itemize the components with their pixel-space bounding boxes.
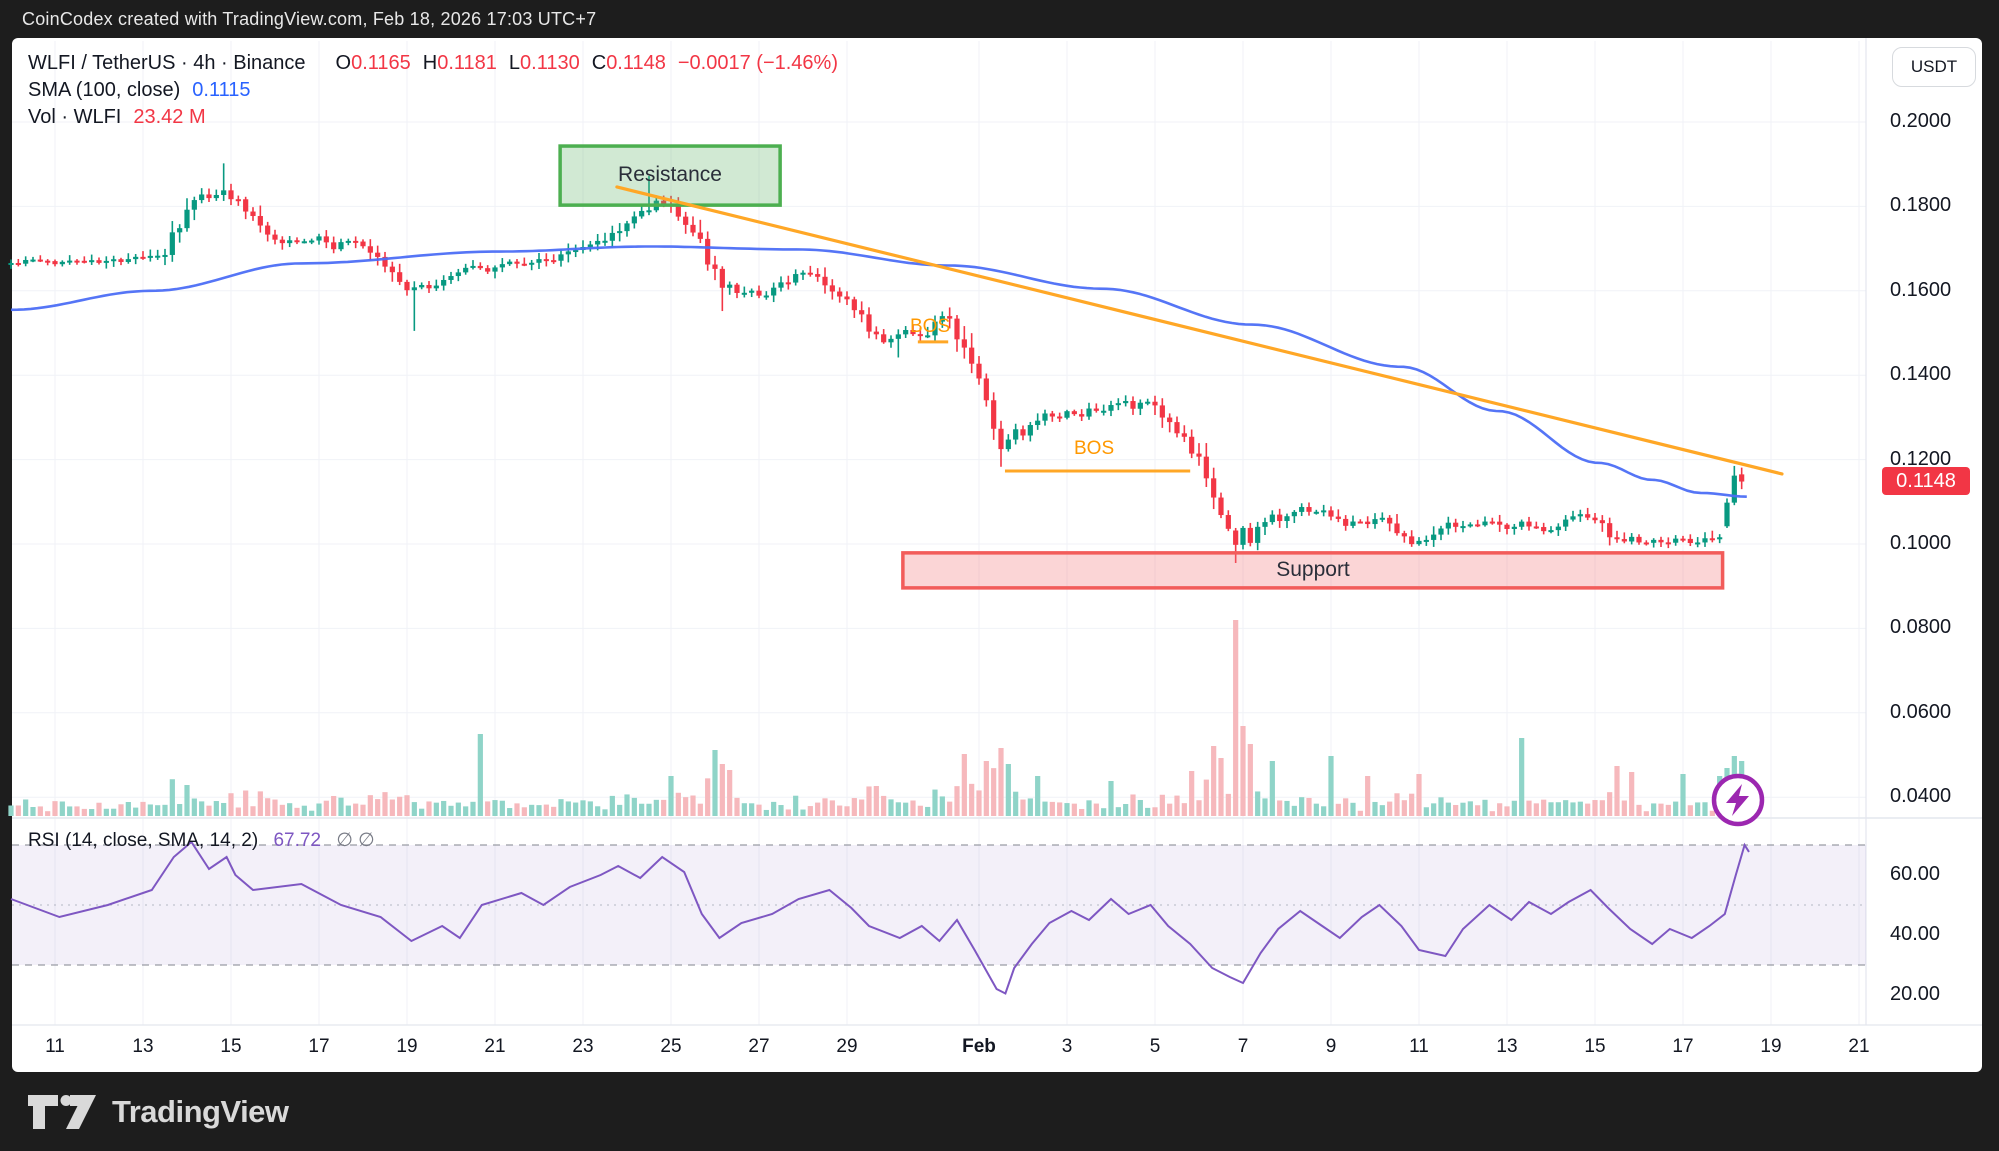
volume-value: 23.42 M xyxy=(133,105,206,128)
sma-value: 0.1115 xyxy=(192,78,251,101)
time-tick-label: 25 xyxy=(660,1036,682,1057)
resistance-label[interactable]: Resistance xyxy=(618,163,722,186)
change-value: −0.0017 (−1.46%) xyxy=(677,51,838,74)
lightning-icon xyxy=(1711,773,1765,827)
currency-button[interactable]: USDT xyxy=(1892,47,1976,87)
time-tick-label: 11 xyxy=(45,1036,65,1057)
volume-label[interactable]: Vol · WLFI xyxy=(28,105,122,128)
ohlc-value: 0.1130 xyxy=(520,51,580,74)
legend-row-sma: SMA (100, close) 0.1115 xyxy=(28,76,838,103)
time-tick-label: 7 xyxy=(1237,1036,1249,1057)
rsi-hidden-values: ∅ ∅ xyxy=(336,830,375,851)
rsi-tick-label: 20.00 xyxy=(1890,983,1941,1005)
rsi-tick-label: 60.00 xyxy=(1890,863,1941,885)
time-tick-label: Feb xyxy=(962,1036,996,1057)
rsi-legend: RSI (14, close, SMA, 14, 2) 67.72 ∅ ∅ xyxy=(28,829,375,852)
time-tick-label: 17 xyxy=(1672,1036,1694,1057)
rsi-value: 67.72 xyxy=(273,830,322,851)
price-tick-label: 0.0400 xyxy=(1890,785,1952,808)
chart-legend: WLFI / TetherUS · 4h · Binance O 0.1165 H 0… xyxy=(28,49,838,130)
price-tick-label: 0.2000 xyxy=(1890,110,1952,132)
time-tick-label: 5 xyxy=(1149,1036,1161,1057)
ohlc-key: O xyxy=(335,51,352,74)
price-tick-label: 0.1800 xyxy=(1890,194,1952,217)
symbol-title[interactable]: WLFI / TetherUS · 4h · Binance xyxy=(28,51,306,74)
time-tick-label: 19 xyxy=(396,1036,418,1057)
tradingview-wordmark: TradingView xyxy=(112,1093,289,1129)
rsi-tick-label: 40.00 xyxy=(1890,923,1941,945)
support-label[interactable]: Support xyxy=(1276,558,1350,581)
time-tick-label: 11 xyxy=(1409,1036,1429,1057)
time-tick-label: 21 xyxy=(484,1036,506,1057)
ohlc-value: 0.1148 xyxy=(606,51,666,74)
price-tick-label: 0.1000 xyxy=(1890,532,1952,554)
time-tick-label: 9 xyxy=(1325,1036,1337,1057)
time-tick-label: 23 xyxy=(572,1036,594,1057)
footer-bar: TradingView xyxy=(0,1072,1999,1151)
bos-label-2: BOS xyxy=(1074,438,1115,459)
time-tick-label: 13 xyxy=(132,1036,154,1057)
price-tick-label: 0.1200 xyxy=(1890,447,1952,470)
last-price-label: 0.1148 xyxy=(1882,467,1970,495)
tradingview-logo[interactable]: TradingView xyxy=(26,1089,289,1135)
bos-label-1: BOS xyxy=(910,316,951,337)
time-tick-label: 3 xyxy=(1061,1036,1073,1057)
ohlc-key: L xyxy=(508,51,521,74)
ohlc-value: 0.1165 xyxy=(351,51,411,74)
time-tick-label: 13 xyxy=(1496,1036,1518,1057)
tradingview-mark-icon xyxy=(28,1094,96,1129)
time-tick-label: 17 xyxy=(308,1036,330,1057)
ohlc-key: C xyxy=(591,51,607,74)
ohlc-value: 0.1181 xyxy=(437,51,497,74)
attribution-bar: CoinCodex created with TradingView.com, … xyxy=(0,0,1999,38)
price-tick-label: 0.0800 xyxy=(1890,616,1952,639)
time-tick-label: 15 xyxy=(1584,1036,1606,1057)
time-tick-label: 27 xyxy=(748,1036,770,1057)
legend-row-volume: Vol · WLFI 23.42 M xyxy=(28,103,838,130)
ohlc-values: O 0.1165 H 0.1181 L 0.1130 C 0.1148 xyxy=(324,50,666,76)
price-tick-label: 0.1600 xyxy=(1890,278,1952,301)
rsi-label[interactable]: RSI (14, close, SMA, 14, 2) xyxy=(28,830,259,851)
time-tick-label: 29 xyxy=(836,1036,858,1057)
price-tick-label: 0.1400 xyxy=(1890,363,1952,386)
time-tick-label: 15 xyxy=(220,1036,242,1057)
attribution-text: CoinCodex created with TradingView.com, … xyxy=(22,8,597,29)
legend-row-symbol: WLFI / TetherUS · 4h · Binance O 0.1165 H 0… xyxy=(28,49,838,76)
time-tick-label: 19 xyxy=(1760,1036,1782,1057)
ohlc-key: H xyxy=(422,51,438,74)
price-tick-label: 0.0600 xyxy=(1890,700,1952,723)
sma-label[interactable]: SMA (100, close) xyxy=(28,78,181,101)
flash-button[interactable] xyxy=(1708,770,1768,830)
time-tick-label: 21 xyxy=(1848,1036,1870,1057)
